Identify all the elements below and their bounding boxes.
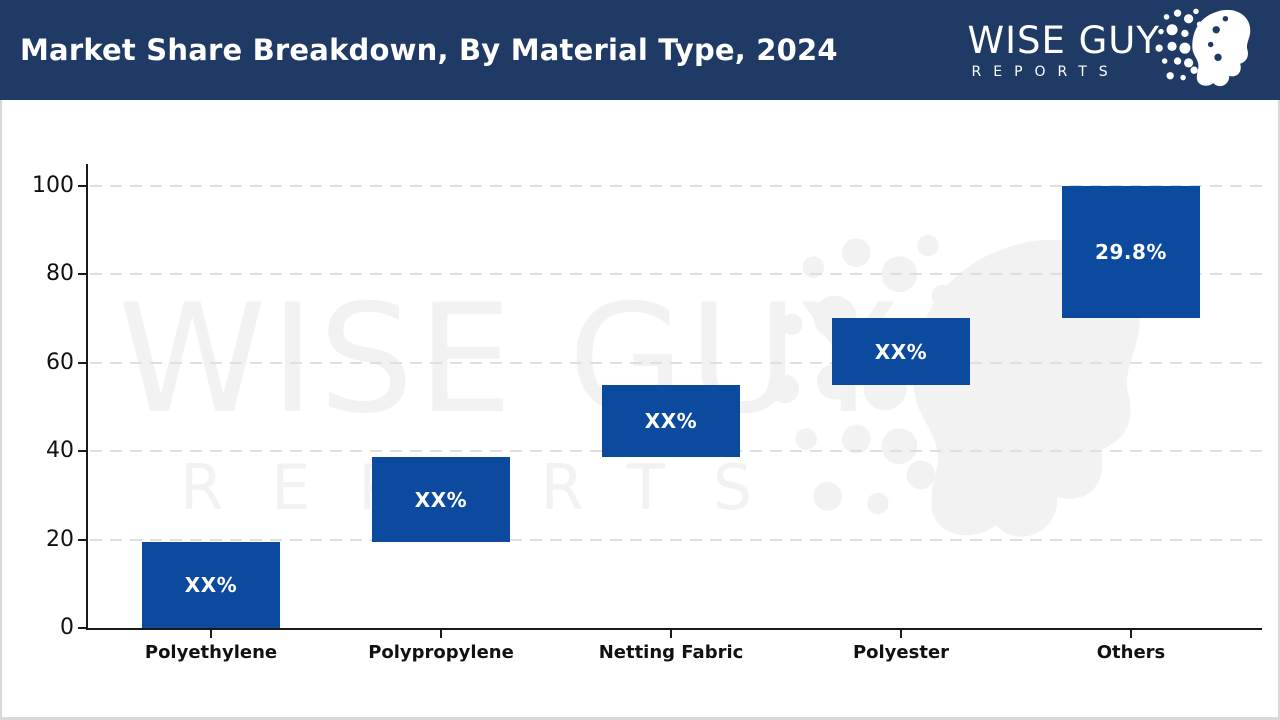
bar-netting-fabric: XX% (602, 385, 740, 457)
x-tick-polyester (900, 630, 902, 638)
logo-text: WISE GUY REPORTS (968, 22, 1160, 79)
x-tick-label-polypropylene: Polypropylene (368, 642, 514, 663)
page-title: Market Share Breakdown, By Material Type… (20, 33, 838, 67)
x-tick-label-polyester: Polyester (852, 642, 950, 663)
bar-value-label-others: 29.8% (1095, 239, 1167, 264)
y-tick-100 (78, 185, 86, 187)
bar-value-label-netting-fabric: XX% (644, 409, 698, 434)
wiseguy-logo: WISE GUY REPORTS (968, 4, 1266, 96)
x-tick-netting-fabric (670, 630, 672, 638)
bar-value-label-polyester: XX% (874, 339, 928, 364)
x-tick-label-netting-fabric: Netting Fabric (598, 642, 744, 663)
y-tick-20 (78, 538, 86, 541)
y-tick-label-100: 100 (32, 173, 74, 198)
gridline-80 (90, 273, 1262, 276)
x-tick-others (1130, 630, 1132, 638)
y-tick-label-80: 80 (46, 261, 74, 287)
bar-polyester: XX% (832, 317, 970, 386)
y-tick-60 (78, 361, 86, 364)
bar-polypropylene: XX% (372, 456, 510, 543)
x-tick-polyethylene (210, 630, 212, 638)
x-tick-polypropylene (440, 630, 442, 638)
header: Market Share Breakdown, By Material Type… (0, 0, 1280, 100)
y-tick-80 (78, 273, 86, 276)
y-tick-label-60: 60 (46, 349, 74, 375)
x-tick-label-polyethylene: Polyethylene (144, 642, 278, 663)
y-tick-label-20: 20 (46, 526, 74, 552)
bar-polyethylene: XX% (142, 542, 280, 628)
y-tick-label-40: 40 (46, 438, 74, 464)
wiseguy-head-icon (1155, 8, 1251, 87)
gridline-100 (90, 185, 1262, 187)
bar-value-label-polyethylene: XX% (184, 573, 238, 598)
logo-subtitle: REPORTS (971, 63, 1120, 80)
y-tick-label-0: 0 (60, 615, 74, 640)
y-tick-0 (78, 627, 86, 629)
bar-others: 29.8% (1062, 186, 1200, 318)
gridline-60 (90, 361, 1262, 364)
logo-wordmark: WISE GUY (967, 18, 1160, 62)
gridline-20 (90, 538, 1262, 541)
bar-value-label-polypropylene: XX% (414, 487, 468, 512)
x-axis-line (86, 628, 1262, 630)
y-tick-40 (78, 450, 86, 453)
x-tick-label-others: Others (1096, 642, 1166, 663)
y-axis-line (86, 164, 88, 630)
